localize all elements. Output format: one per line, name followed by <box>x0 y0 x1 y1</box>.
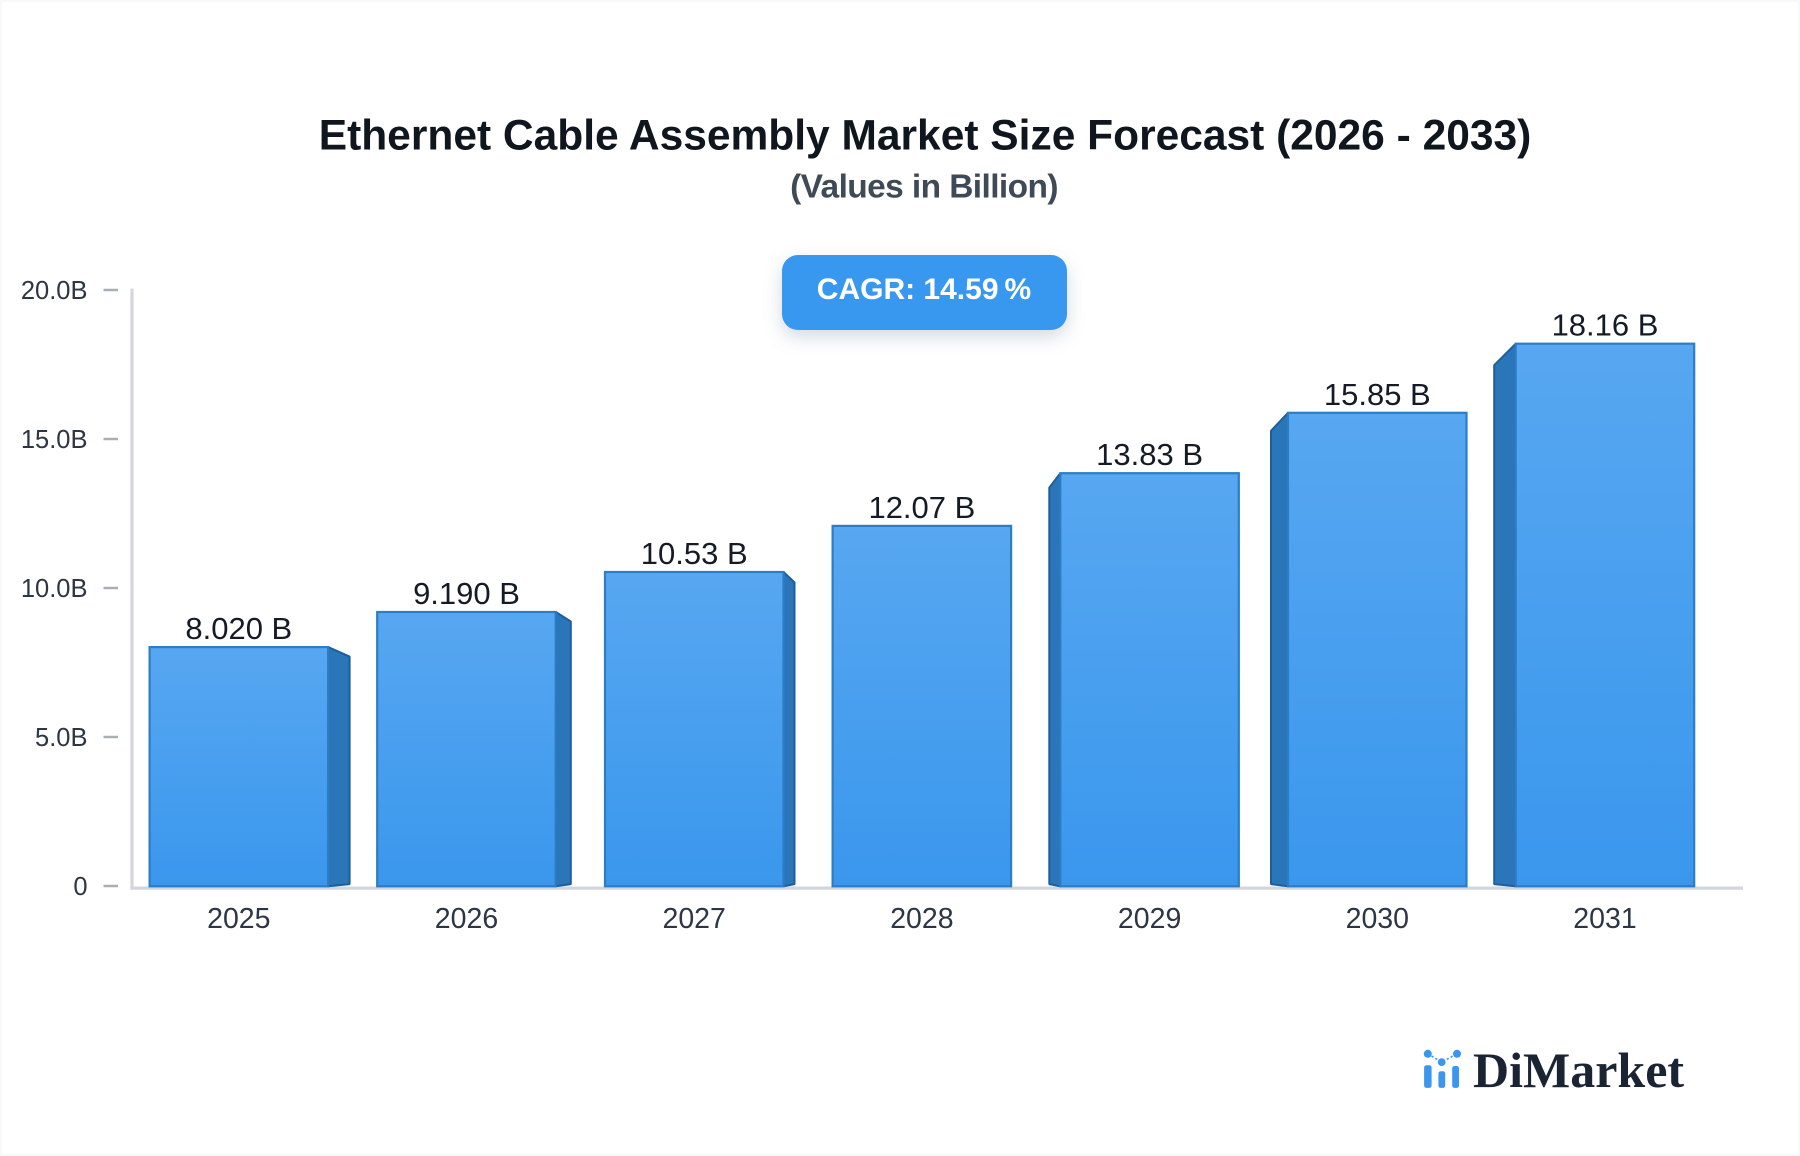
svg-text:2027: 2027 <box>662 903 725 935</box>
svg-text:Ethernet Cable Assembly Market: Ethernet Cable Assembly Market Size Fore… <box>319 113 1532 160</box>
svg-text:2029: 2029 <box>1118 903 1181 935</box>
svg-text:9.190 B: 9.190 B <box>413 576 520 611</box>
svg-text:2031: 2031 <box>1573 903 1636 935</box>
svg-text:12.07 B: 12.07 B <box>868 490 975 525</box>
svg-text:2026: 2026 <box>435 903 498 935</box>
svg-text:5.0B: 5.0B <box>35 724 87 752</box>
svg-text:10.0B: 10.0B <box>21 575 88 603</box>
svg-text:15.0B: 15.0B <box>21 426 88 454</box>
svg-text:CAGR: 14.59 %: CAGR: 14.59 % <box>817 273 1031 306</box>
svg-text:20.0B: 20.0B <box>21 277 88 305</box>
svg-text:15.85 B: 15.85 B <box>1324 377 1431 412</box>
svg-text:2028: 2028 <box>890 903 953 935</box>
svg-text:13.83 B: 13.83 B <box>1096 437 1203 472</box>
svg-text:8.020 B: 8.020 B <box>185 611 292 646</box>
svg-text:DiMarket: DiMarket <box>1473 1042 1684 1098</box>
svg-text:10.53 B: 10.53 B <box>641 536 748 571</box>
svg-text:18.16 B: 18.16 B <box>1552 308 1659 343</box>
svg-text:0: 0 <box>73 873 87 901</box>
svg-text:(Values in Billion): (Values in Billion) <box>790 169 1058 206</box>
svg-text:2025: 2025 <box>207 903 270 935</box>
svg-text:2030: 2030 <box>1346 903 1409 935</box>
